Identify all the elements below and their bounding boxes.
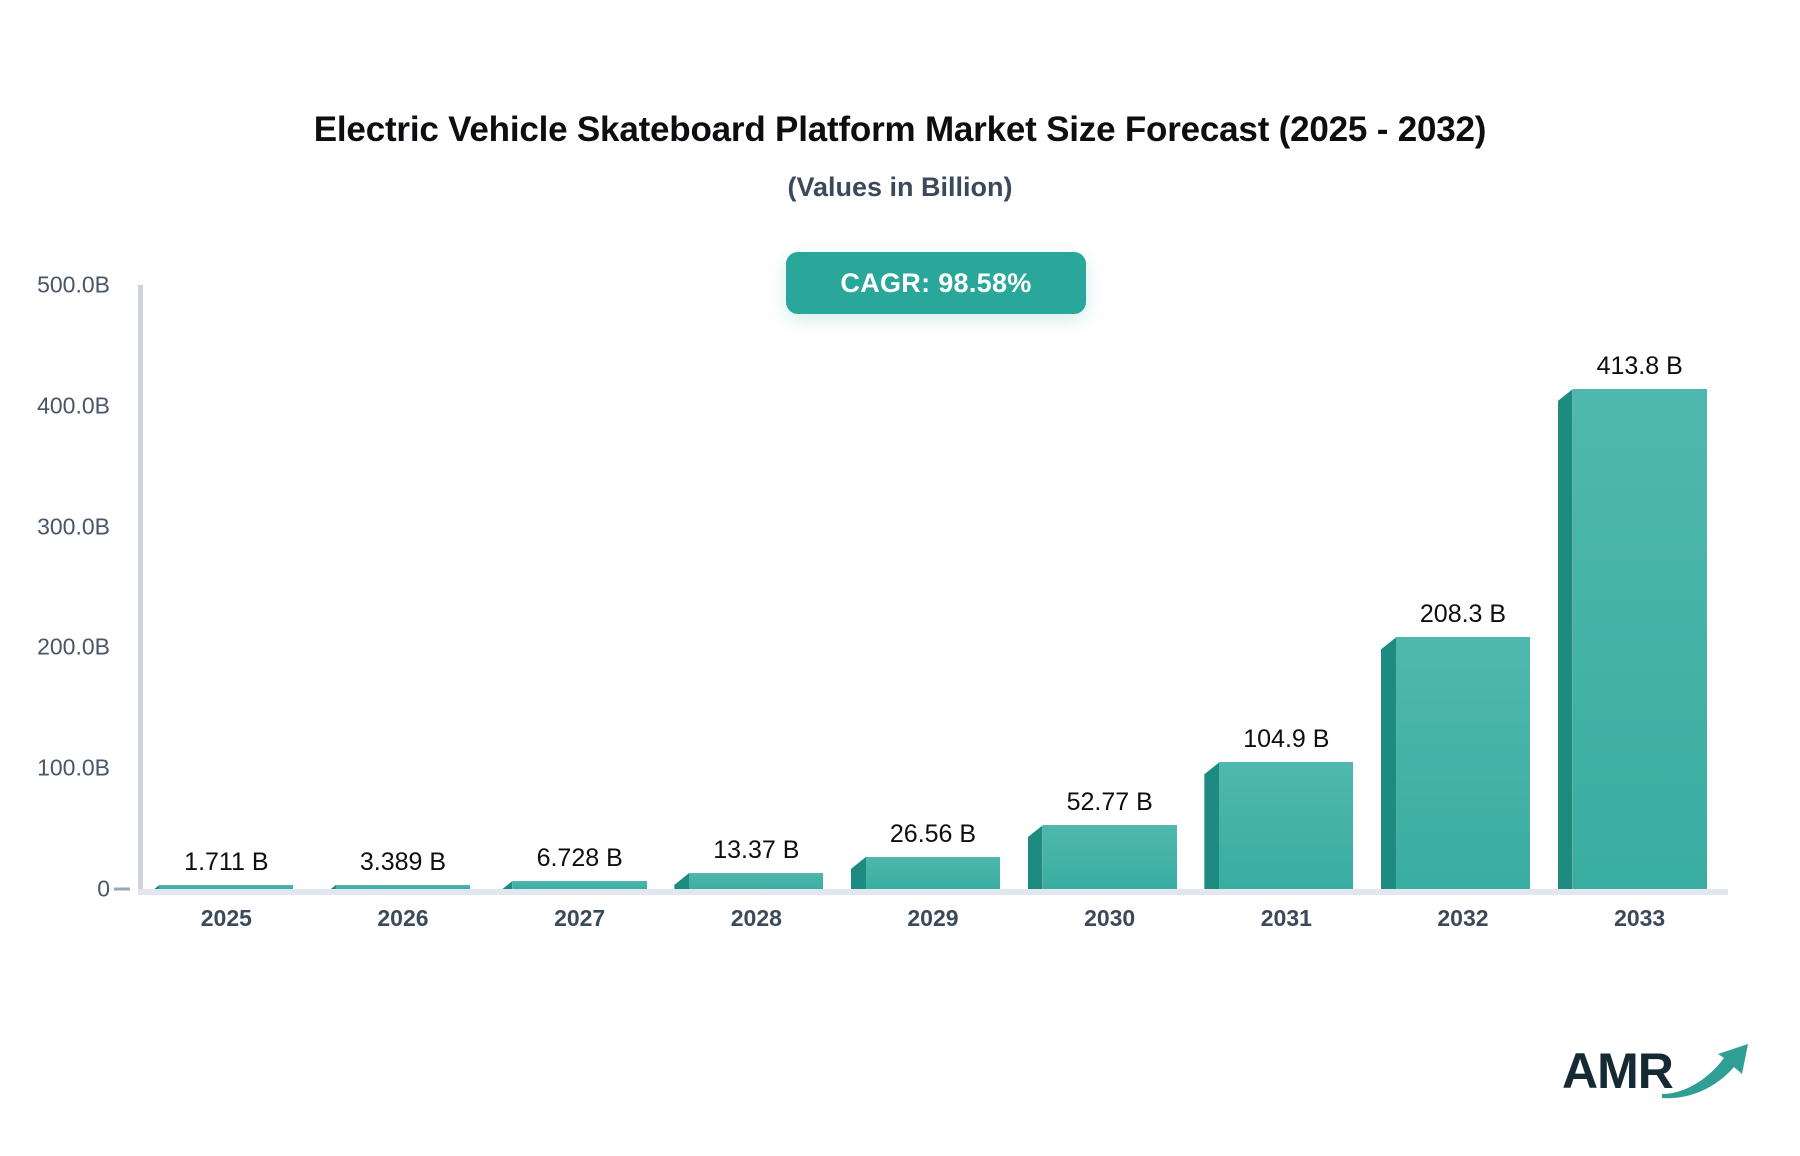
- x-axis-tick-label: 2030: [1084, 905, 1136, 931]
- bar-series: 1.711 B 3.389 B 6.728 B 13.37 B 26.56 B 52.77…: [138, 285, 1728, 895]
- bar-front-face: [865, 856, 1000, 889]
- y-axis-tick-label: 300.0B: [37, 513, 110, 540]
- y-axis-line: [138, 285, 143, 895]
- growth-arrow-icon: [1662, 1044, 1748, 1099]
- bar-value-label: 413.8 B: [1596, 352, 1683, 381]
- page-title: Electric Vehicle Skateboard Platform Mar…: [313, 110, 1487, 149]
- x-axis-tick-label: 2033: [1614, 905, 1666, 931]
- bar[interactable]: 3.389 B: [320, 848, 470, 889]
- bar-front-face: [1395, 637, 1530, 889]
- cagr-badge: CAGR: 98.58%: [786, 252, 1086, 314]
- bar-front-face: [1219, 762, 1354, 889]
- chart-subtitle: (Values in Billion): [787, 172, 1013, 202]
- bar-value-label: 3.389 B: [359, 847, 447, 876]
- bar-side-face: [1380, 637, 1396, 889]
- bar-value-label: 1.711 B: [184, 848, 269, 876]
- bar[interactable]: 13.37 B: [674, 836, 824, 889]
- bar-side-face: [1557, 389, 1573, 889]
- bar-value-label: 13.37 B: [713, 835, 800, 864]
- bar-front-face: [512, 880, 647, 889]
- x-axis-tick-label: 2026: [377, 905, 429, 931]
- bar-front-face: [1572, 389, 1707, 889]
- x-axis-tick-label: 2032: [1437, 905, 1489, 931]
- bar-side-face: [850, 856, 866, 889]
- bar[interactable]: 208.3 B: [1380, 600, 1530, 889]
- y-axis-tick-label: 500.0B: [37, 271, 110, 298]
- x-axis-tick-label: 2031: [1260, 905, 1312, 931]
- bar-side-face: [1204, 762, 1220, 889]
- bar-side-face: [144, 885, 160, 889]
- y-axis-tick-label: 400.0B: [37, 392, 110, 419]
- bar[interactable]: 1.711 B: [144, 848, 294, 889]
- bar[interactable]: 52.77 B: [1027, 788, 1177, 889]
- bar[interactable]: 413.8 B: [1557, 352, 1707, 889]
- bar-side-face: [1027, 825, 1043, 889]
- bar-value-label: 6.728 B: [536, 843, 623, 872]
- bar-value-label: 26.56 B: [889, 819, 977, 848]
- plot-area: 0 100.0B 200.0B 300.0B 400.0B 500.0B 1.711 B 3…: [37, 272, 1728, 931]
- bar-side-face: [497, 880, 513, 889]
- amr-logo: AMR: [1562, 1034, 1752, 1114]
- bar-value-label: 208.3 B: [1419, 600, 1507, 629]
- x-axis-tick-label: 2028: [730, 905, 782, 931]
- bar-side-face: [320, 884, 336, 889]
- y-axis-tick-label: 0: [97, 875, 110, 902]
- bar-value-label: 52.77 B: [1066, 788, 1153, 817]
- y-axis-tick-label: 100.0B: [37, 754, 110, 781]
- x-axis-tick-label: 2029: [907, 905, 959, 931]
- logo-text: AMR: [1562, 1043, 1674, 1099]
- x-axis-line: [138, 889, 1728, 895]
- bar-value-label: 104.9 B: [1243, 725, 1330, 754]
- bar-side-face: [674, 872, 690, 889]
- bar-front-face: [335, 884, 470, 889]
- y-axis-tick-mark: [114, 887, 130, 891]
- x-axis-tick-label: 2027: [554, 905, 606, 931]
- bar[interactable]: 104.9 B: [1204, 725, 1354, 889]
- bar[interactable]: 26.56 B: [850, 820, 1000, 889]
- bar-front-face: [689, 872, 824, 889]
- bar[interactable]: 6.728 B: [497, 844, 647, 889]
- bar-front-face: [1042, 825, 1177, 889]
- x-axis-tick-label: 2025: [200, 905, 252, 931]
- bar-front-face: [159, 885, 294, 889]
- y-axis-tick-label: 200.0B: [37, 633, 110, 660]
